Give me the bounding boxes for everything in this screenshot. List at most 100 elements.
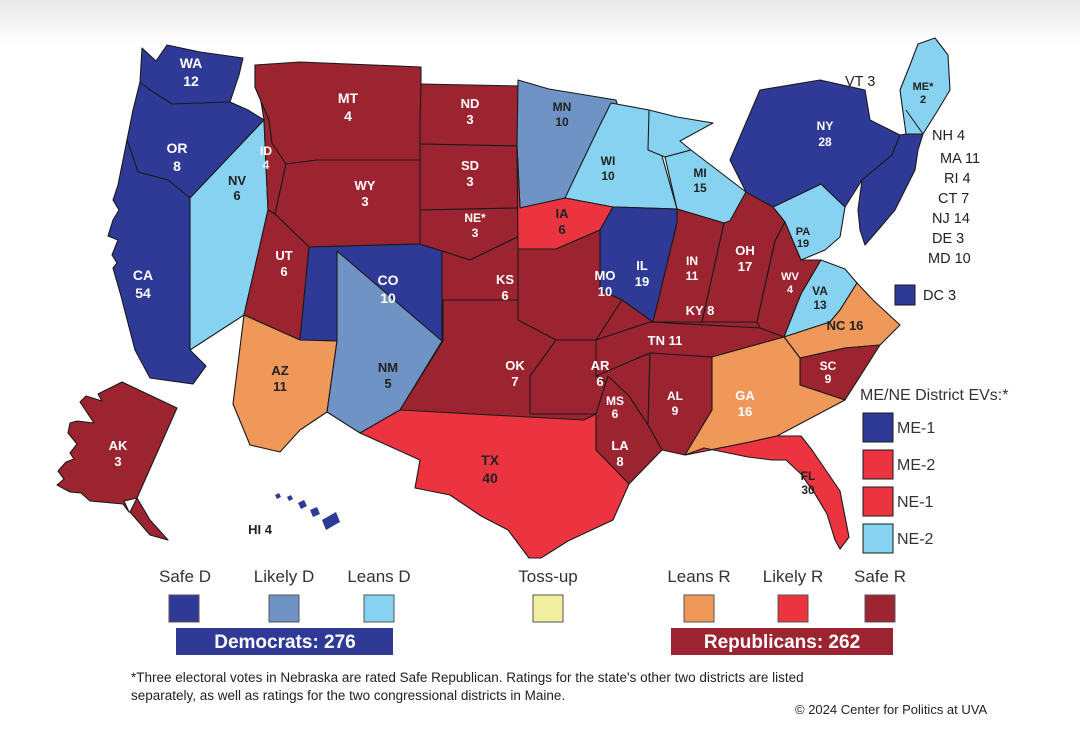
svg-text:19: 19 (635, 274, 649, 289)
svg-text:ME-1: ME-1 (897, 420, 935, 437)
svg-text:SD: SD (461, 158, 479, 173)
svg-text:6: 6 (233, 188, 240, 203)
svg-text:Toss-up: Toss-up (518, 567, 578, 586)
svg-text:ME*: ME* (913, 81, 935, 93)
svg-text:DE 3: DE 3 (932, 231, 964, 247)
svg-text:Likely R: Likely R (763, 567, 823, 586)
svg-text:MT: MT (338, 90, 359, 106)
svg-text:MS: MS (606, 394, 624, 408)
svg-text:AZ: AZ (271, 363, 288, 378)
svg-text:3: 3 (466, 174, 473, 189)
svg-text:RI 4: RI 4 (944, 171, 971, 187)
svg-text:NM: NM (378, 360, 398, 375)
svg-text:7: 7 (511, 374, 518, 389)
svg-text:UT: UT (275, 248, 292, 263)
svg-text:LA: LA (611, 438, 629, 453)
svg-text:4: 4 (787, 284, 794, 296)
svg-text:TN 11: TN 11 (648, 333, 683, 348)
svg-text:DC 3: DC 3 (923, 288, 956, 304)
svg-text:PA: PA (796, 226, 811, 238)
svg-text:3: 3 (466, 112, 473, 127)
svg-text:16: 16 (738, 404, 752, 419)
svg-text:AR: AR (591, 358, 610, 373)
svg-text:© 2024 Center for Politics at: © 2024 Center for Politics at UVA (795, 702, 987, 717)
svg-text:AK: AK (109, 438, 128, 453)
svg-text:3: 3 (114, 454, 121, 469)
svg-text:Safe R: Safe R (854, 567, 906, 586)
svg-text:11: 11 (686, 269, 699, 283)
svg-text:17: 17 (738, 259, 752, 274)
svg-text:OK: OK (505, 358, 525, 373)
svg-text:10: 10 (555, 115, 569, 129)
svg-text:MO: MO (595, 268, 616, 283)
svg-text:MN: MN (553, 100, 572, 114)
svg-text:6: 6 (280, 264, 287, 279)
svg-text:WY: WY (355, 178, 376, 193)
svg-text:10: 10 (598, 284, 612, 299)
svg-text:NE*: NE* (464, 211, 486, 225)
svg-text:ND: ND (461, 96, 480, 111)
svg-text:3: 3 (472, 226, 479, 240)
svg-text:28: 28 (818, 135, 832, 149)
svg-text:NV: NV (228, 173, 246, 188)
svg-text:TX: TX (481, 452, 500, 468)
svg-text:10: 10 (601, 169, 615, 183)
svg-text:MI: MI (693, 166, 706, 180)
svg-text:4: 4 (344, 108, 352, 124)
svg-text:Democrats: 276: Democrats: 276 (214, 632, 356, 653)
svg-text:5: 5 (384, 376, 391, 391)
svg-text:SC: SC (820, 359, 837, 373)
svg-text:Leans D: Leans D (347, 567, 410, 586)
svg-text:OH: OH (735, 243, 755, 258)
svg-text:KS: KS (496, 272, 514, 287)
svg-text:ID: ID (260, 144, 272, 158)
svg-text:6: 6 (612, 407, 619, 421)
svg-text:3: 3 (361, 194, 368, 209)
svg-text:NE-1: NE-1 (897, 494, 934, 511)
svg-text:12: 12 (183, 73, 199, 89)
svg-text:WI: WI (601, 154, 616, 168)
svg-text:NE-2: NE-2 (897, 531, 934, 548)
svg-text:WV: WV (781, 271, 799, 283)
svg-text:NY: NY (817, 119, 834, 133)
svg-text:NJ 14: NJ 14 (932, 211, 970, 227)
svg-text:NH 4: NH 4 (932, 128, 965, 144)
svg-text:6: 6 (558, 222, 565, 237)
svg-text:IA: IA (556, 206, 570, 221)
svg-text:HI 4: HI 4 (248, 522, 273, 537)
svg-text:AL: AL (667, 389, 683, 403)
svg-text:ME-2: ME-2 (897, 457, 935, 474)
svg-text:NC 16: NC 16 (827, 318, 864, 333)
svg-text:OR: OR (167, 140, 188, 156)
svg-text:WA: WA (180, 55, 203, 71)
svg-text:19: 19 (797, 238, 809, 250)
svg-text:MA 11: MA 11 (940, 151, 980, 167)
svg-text:54: 54 (135, 285, 151, 301)
svg-text:separately, as well as ratings: separately, as well as ratings for the t… (131, 688, 565, 703)
svg-text:MD 10: MD 10 (928, 251, 971, 267)
svg-text:9: 9 (825, 372, 832, 386)
svg-text:8: 8 (616, 454, 623, 469)
svg-text:40: 40 (482, 470, 498, 486)
svg-text:10: 10 (380, 290, 396, 306)
svg-text:Leans R: Leans R (667, 567, 730, 586)
svg-text:ME/NE District EVs:*: ME/NE District EVs:* (860, 387, 1008, 404)
svg-text:9: 9 (672, 404, 679, 418)
svg-text:IL: IL (636, 258, 648, 273)
svg-text:6: 6 (596, 374, 603, 389)
svg-text:*Three electoral votes in Nebr: *Three electoral votes in Nebraska are r… (131, 670, 804, 685)
svg-text:FL: FL (801, 469, 816, 483)
svg-text:GA: GA (735, 388, 755, 403)
svg-text:4: 4 (263, 158, 270, 172)
svg-text:Likely D: Likely D (254, 567, 314, 586)
svg-text:IN: IN (686, 254, 698, 268)
svg-text:2: 2 (920, 94, 926, 106)
svg-text:30: 30 (801, 483, 815, 497)
svg-text:15: 15 (693, 181, 707, 195)
svg-text:CA: CA (133, 267, 153, 283)
svg-text:CO: CO (378, 272, 399, 288)
svg-text:13: 13 (813, 298, 827, 312)
svg-text:VT 3: VT 3 (845, 74, 875, 90)
svg-text:Republicans: 262: Republicans: 262 (704, 632, 860, 653)
svg-text:8: 8 (173, 158, 181, 174)
